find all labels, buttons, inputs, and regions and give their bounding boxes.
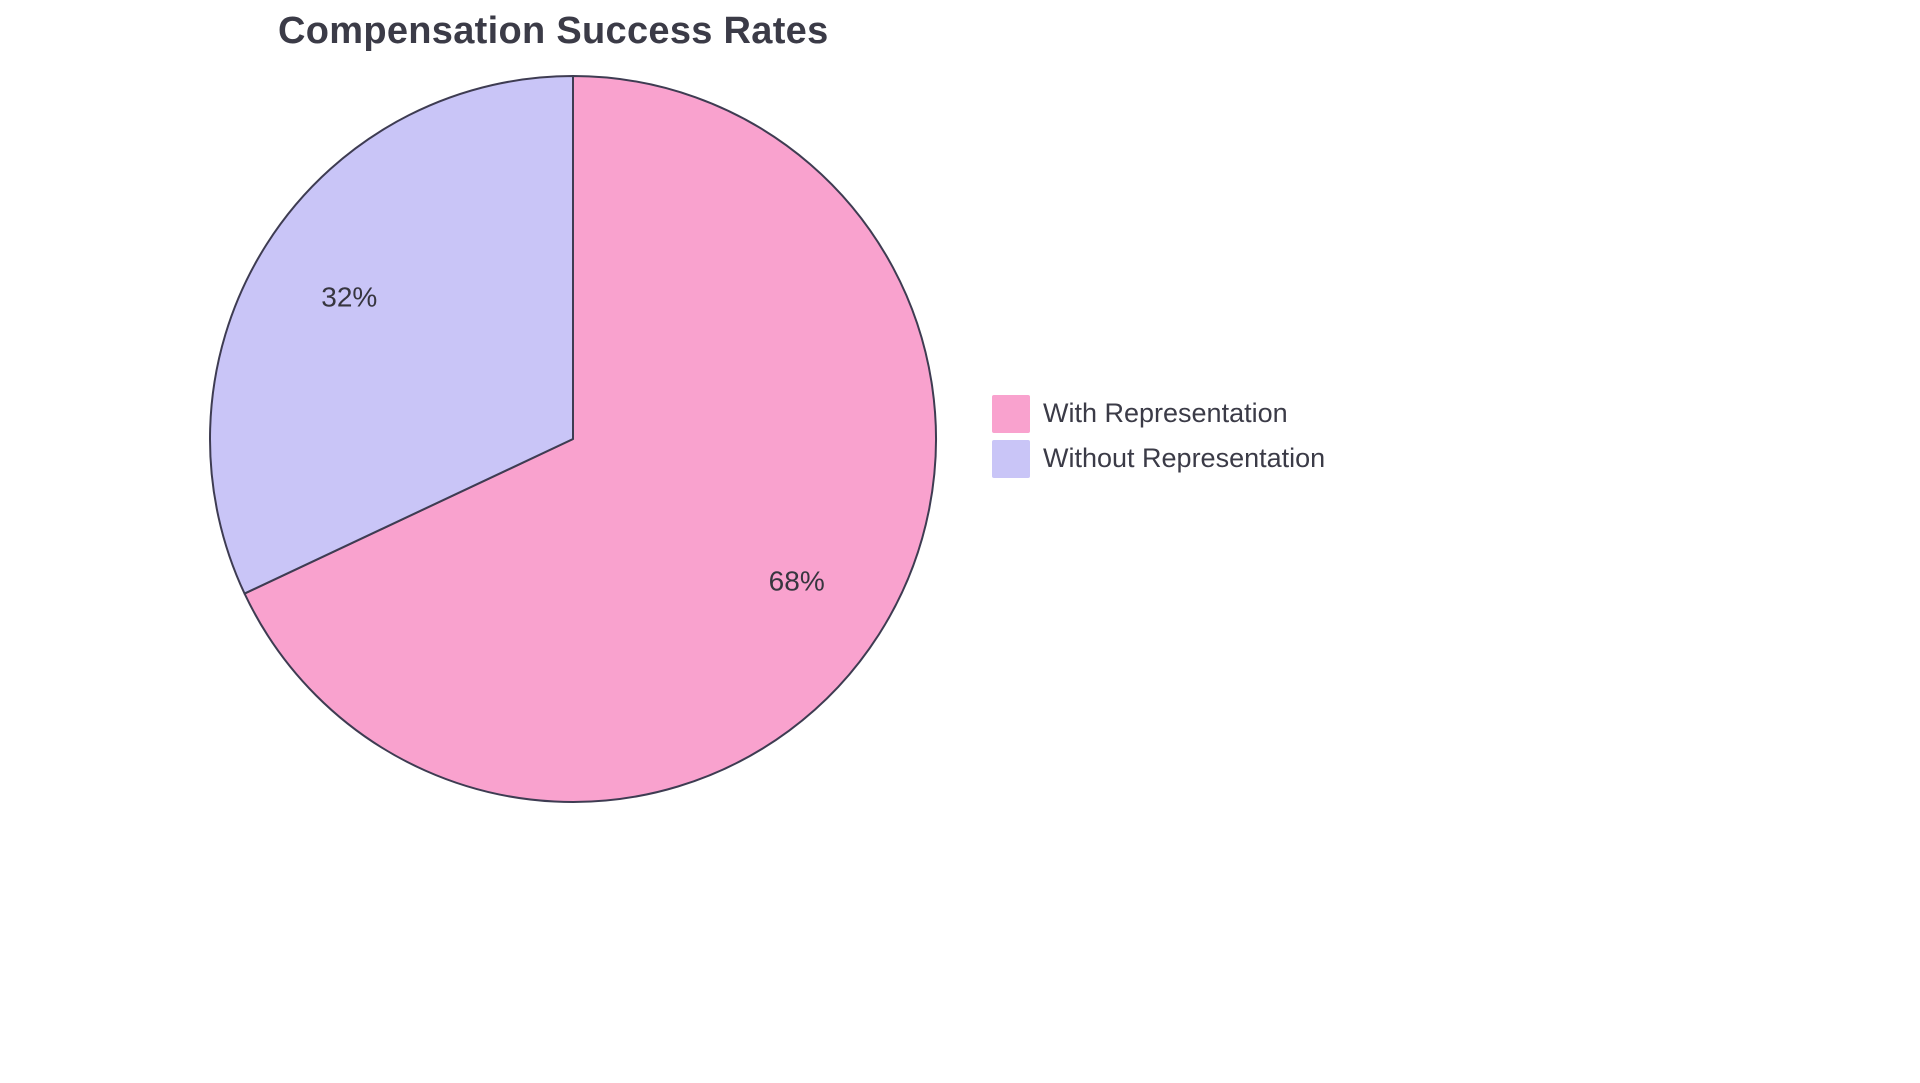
legend-swatch-0 (992, 394, 1030, 433)
pie-slice-1 (209, 75, 574, 595)
legend-item-1: Without Representation (992, 439, 1325, 478)
pie-slice-percent-label-1: 32% (321, 282, 377, 313)
pie-slice-0 (243, 75, 938, 803)
legend-label-0: With Representation (1043, 398, 1288, 428)
legend-item-0: With Representation (992, 394, 1325, 433)
legend-label-1: Without Representation (1043, 443, 1326, 473)
legend: With Representation Without Representatio… (992, 394, 1325, 478)
chart-title: Compensation Success Rates (278, 10, 829, 52)
pie-slice-percent-label-0: 68% (769, 566, 825, 597)
legend-swatch-1 (992, 439, 1030, 478)
